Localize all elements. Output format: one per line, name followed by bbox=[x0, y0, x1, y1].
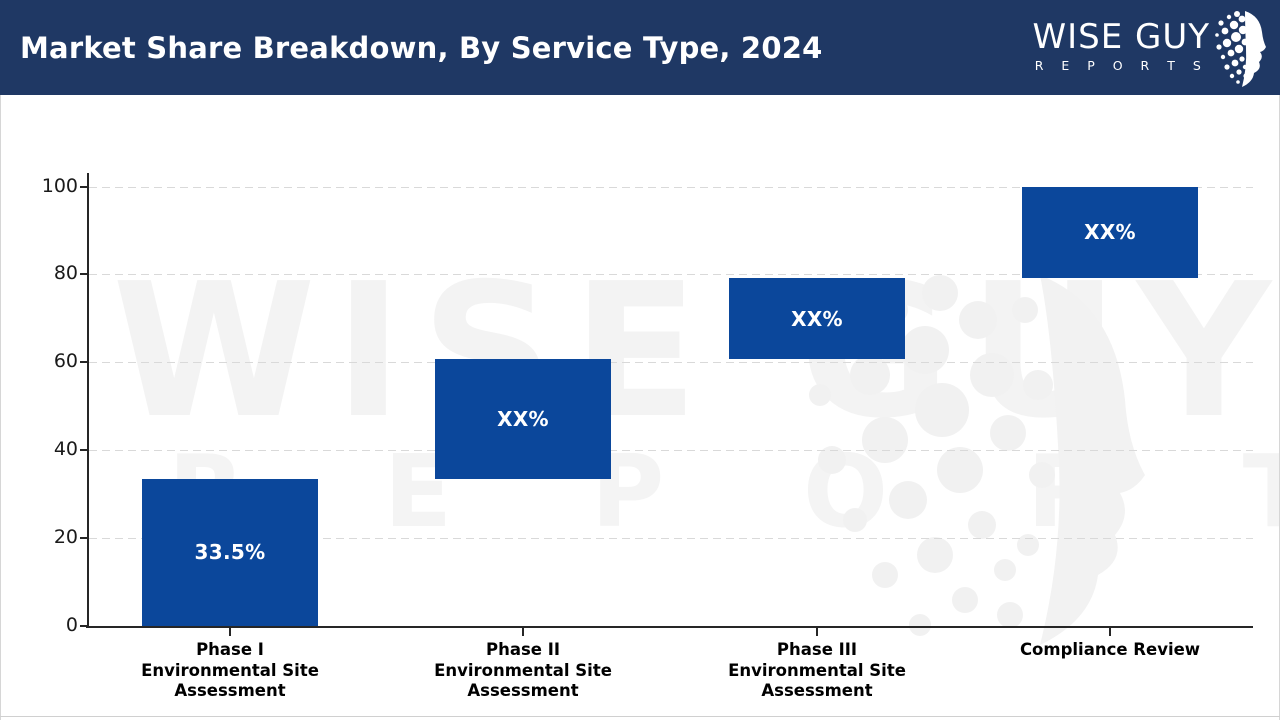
x-category-label: Phase II Environmental Site Assessment bbox=[434, 640, 612, 700]
y-tick bbox=[80, 273, 88, 276]
x-category-label: Phase III Environmental Site Assessment bbox=[728, 640, 906, 700]
x-tick bbox=[522, 628, 524, 636]
gridline bbox=[89, 450, 1253, 452]
bar-segment: XX% bbox=[1022, 186, 1198, 279]
bar-value-label: XX% bbox=[497, 406, 549, 431]
logo-wordmark: WISE GUY R E P O R T S bbox=[1032, 17, 1210, 73]
bar-segment: 33.5% bbox=[142, 478, 318, 626]
y-tick-label: 60 bbox=[53, 350, 78, 373]
gridline bbox=[89, 362, 1253, 364]
gridline bbox=[89, 538, 1253, 540]
y-axis-spine bbox=[87, 173, 89, 628]
chart-canvas: WISE GUY R E P O R T S 02040608010033.5%… bbox=[0, 95, 1280, 720]
gridline bbox=[89, 186, 1253, 188]
bar-segment: XX% bbox=[435, 359, 611, 479]
y-tick-label: 100 bbox=[41, 174, 78, 197]
y-tick bbox=[80, 537, 88, 540]
x-tick bbox=[229, 628, 231, 636]
x-category-label: Phase I Environmental Site Assessment bbox=[141, 640, 319, 700]
plot-area: 0 20 40 60 80 100 33.5% Phase I Environmental S… bbox=[0, 95, 1280, 720]
wiseguy-logo: WISE GUY R E P O R T S bbox=[1016, 6, 1266, 90]
bar-segment: XX% bbox=[729, 278, 905, 360]
y-tick bbox=[80, 361, 88, 364]
y-tick bbox=[80, 449, 88, 452]
logo-name-text: WISE GUY bbox=[1032, 17, 1210, 57]
chart-title: Market Share Breakdown, By Service Type,… bbox=[20, 30, 823, 65]
y-tick bbox=[80, 625, 88, 627]
gridline bbox=[89, 274, 1253, 276]
bar-value-label: XX% bbox=[1084, 220, 1136, 245]
watermark-head-icon bbox=[809, 275, 1145, 645]
x-tick bbox=[816, 628, 818, 636]
y-tick-label: 80 bbox=[53, 262, 78, 285]
bar-value-label: 33.5% bbox=[194, 540, 266, 565]
x-category-label: Compliance Review bbox=[1019, 640, 1201, 659]
y-tick bbox=[80, 185, 88, 188]
x-axis-spine bbox=[86, 626, 1253, 628]
logo-subtitle-text: R E P O R T S bbox=[1034, 57, 1208, 73]
x-tick bbox=[1109, 628, 1111, 636]
y-tick-label: 40 bbox=[53, 438, 78, 461]
bar-value-label: XX% bbox=[791, 306, 843, 331]
y-tick-label: 0 bbox=[65, 614, 78, 636]
header-banner: Market Share Breakdown, By Service Type,… bbox=[0, 0, 1280, 95]
logo-head-icon bbox=[1215, 11, 1266, 87]
figure-border-bottom bbox=[0, 716, 1280, 717]
figure-border-left bbox=[0, 95, 1, 720]
y-tick-label: 20 bbox=[53, 526, 78, 549]
